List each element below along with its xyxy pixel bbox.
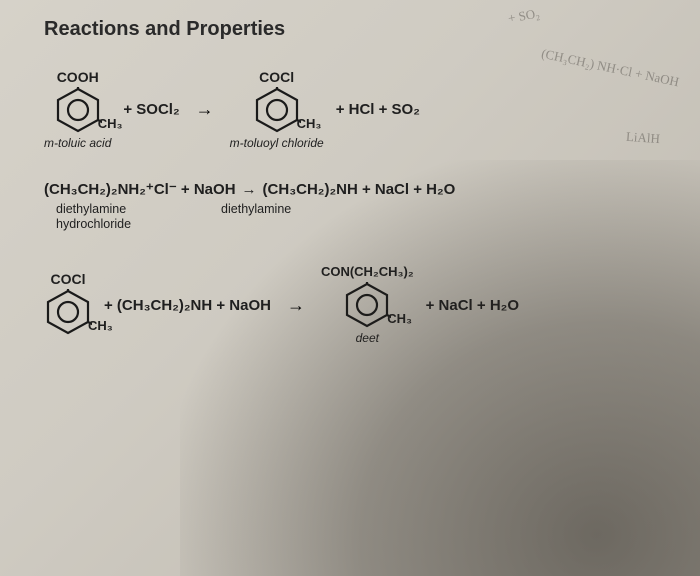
rxn3-product-sub: CH₃ [387, 312, 412, 327]
benzene-ring: CH₃ [54, 87, 102, 133]
hexagon-icon [253, 87, 301, 133]
rxn1-reactant-sub: CH₃ [98, 117, 123, 132]
name-text: toluic acid [58, 136, 111, 150]
hexagon-icon [54, 87, 102, 133]
rxn2-rhs: (CH₃CH₂)₂NH + NaCl + H₂O [263, 181, 456, 200]
reaction-1: COOH CH₃ m-toluic acid + SOCl₂ → COCl CH… [44, 69, 672, 151]
reaction-2: (CH₃CH₂)₂NH₂⁺Cl⁻ + NaOH → (CH₃CH₂)₂NH + … [44, 181, 672, 233]
hexagon-icon [44, 289, 92, 335]
arrow-icon: → [242, 181, 257, 200]
rxn2-lhs: (CH₃CH₂)₂NH₂⁺Cl⁻ + NaOH [44, 181, 236, 200]
rxn1-reactant: COOH CH₃ m-toluic acid [44, 69, 111, 151]
rxn1-product: COCl CH₃ m-toluoyl chloride [230, 69, 324, 151]
label-text: diethylamine [56, 202, 131, 218]
rxn2-label-right: diethylamine [221, 202, 291, 233]
arrow-icon: → [192, 99, 218, 120]
page: Reactions and Properties COOH CH₃ m-tolu… [0, 0, 700, 576]
label-text: hydrochloride [56, 217, 131, 233]
rxn2-label-left: diethylamine hydrochloride [56, 202, 131, 233]
rxn3-reactant: COCl CH₃ [44, 271, 92, 339]
rxn3-reactant-top: COCl [51, 271, 86, 287]
rxn1-reagent: + SOCl₂ [123, 101, 179, 118]
section-title: Reactions and Properties [44, 18, 672, 41]
rxn3-product: CON(CH₂CH₃)₂ CH₃ deet [321, 265, 414, 346]
rxn1-reactant-top: COOH [57, 69, 99, 85]
reaction-3: COCl CH₃ + (CH₃CH₂)₂NH + NaOH → CON(CH₂C… [44, 265, 672, 346]
rxn1-byproducts: + HCl + SO₂ [336, 101, 420, 118]
m-prefix: m- [230, 136, 244, 150]
rxn1-product-sub: CH₃ [297, 117, 322, 132]
label-text: diethylamine [221, 202, 291, 218]
benzene-ring: CH₃ [343, 282, 391, 328]
benzene-ring: CH₃ [44, 289, 92, 335]
rxn1-product-top: COCl [259, 69, 294, 85]
m-prefix: m- [44, 136, 58, 150]
rxn3-reactant-sub: CH₃ [88, 319, 113, 334]
rxn3-reagent: + (CH₃CH₂)₂NH + NaOH [104, 297, 271, 314]
handwriting-note: LiAlH [626, 129, 661, 147]
rxn3-byproducts: + NaCl + H₂O [426, 297, 519, 314]
rxn1-reactant-name: m-toluic acid [44, 137, 111, 151]
rxn3-product-name: deet [356, 332, 379, 346]
rxn1-product-name: m-toluoyl chloride [230, 137, 324, 151]
arrow-icon: → [283, 295, 309, 316]
benzene-ring: CH₃ [253, 87, 301, 133]
hexagon-icon [343, 282, 391, 328]
name-text: toluoyl chloride [244, 136, 324, 150]
rxn3-product-top: CON(CH₂CH₃)₂ [321, 265, 414, 280]
